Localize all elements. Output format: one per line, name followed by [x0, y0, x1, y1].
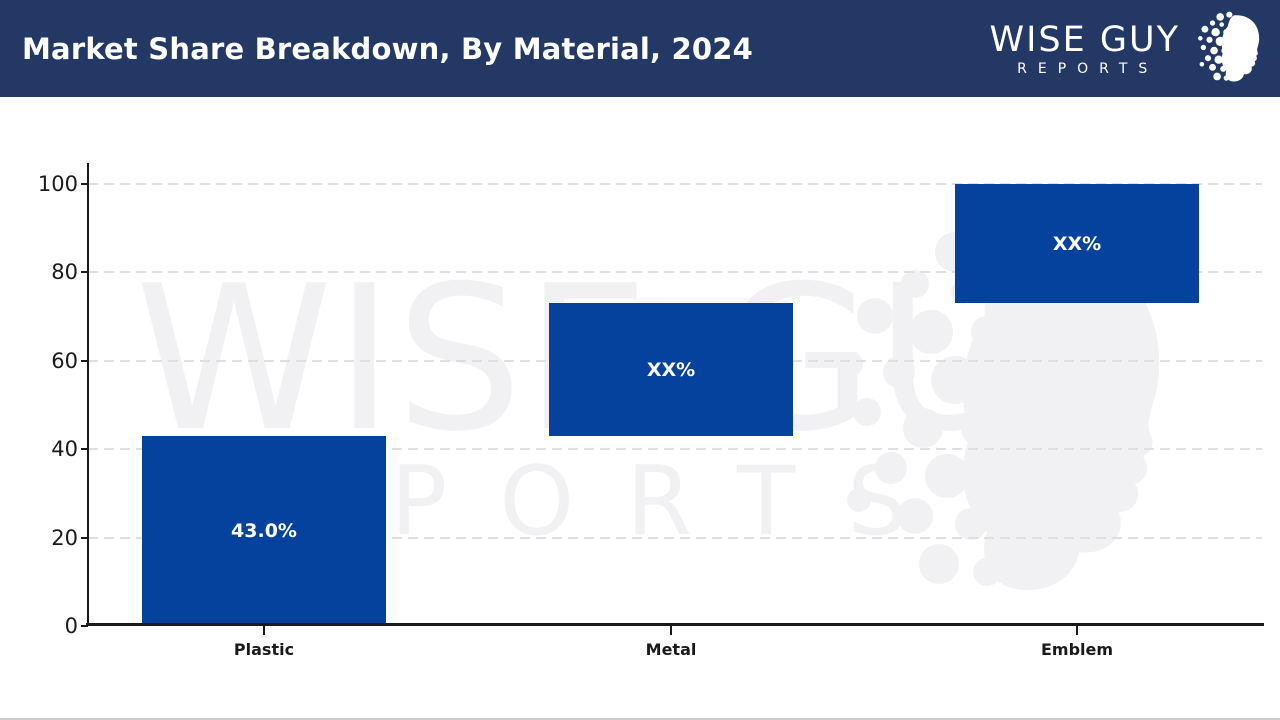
header-bar: Market Share Breakdown, By Material, 202… [0, 0, 1280, 97]
gridline [88, 271, 1262, 274]
wise-guy-logo: WISE GUY REPORTS [989, 6, 1266, 92]
x-tick-label-emblem: Emblem [1040, 640, 1114, 659]
y-tick-mark [81, 271, 88, 274]
logo-wordmark-line1: WISE GUY [989, 19, 1180, 60]
bar-value-label: 43.0% [231, 519, 297, 542]
gridline [88, 448, 1262, 451]
y-tick-mark [81, 625, 88, 627]
bar-metal [549, 303, 793, 436]
y-tick-label: 20 [51, 525, 78, 550]
page-title: Market Share Breakdown, By Material, 202… [22, 31, 754, 66]
bar-value-label: XX% [646, 358, 696, 381]
y-axis-line [87, 163, 89, 626]
logo-wordmark: WISE GUY REPORTS [989, 19, 1180, 77]
gridline [88, 536, 1262, 539]
y-tick-label: 0 [64, 614, 78, 638]
bar-emblem [955, 184, 1199, 304]
y-tick-mark [81, 448, 88, 451]
bar-plastic [142, 435, 386, 626]
y-tick-mark [81, 536, 88, 539]
x-tick-mark [1076, 626, 1078, 635]
y-tick-label: 100 [37, 172, 78, 196]
x-axis-line [86, 623, 1264, 626]
logo-face-icon [1198, 11, 1260, 82]
y-tick-label: 40 [51, 437, 78, 462]
y-tick-label: 80 [51, 260, 78, 285]
logo-wordmark-line2: REPORTS [1017, 60, 1159, 77]
y-tick-label: 60 [51, 348, 78, 373]
x-tick-label-plastic: Plastic [233, 640, 295, 659]
bottom-border [0, 718, 1280, 720]
y-tick-mark [81, 183, 88, 185]
x-tick-label-metal: Metal [645, 640, 697, 659]
x-tick-mark [670, 626, 672, 635]
gridline [88, 183, 1262, 185]
bar-value-label: XX% [1052, 232, 1102, 255]
y-tick-mark [81, 359, 88, 362]
x-tick-mark [263, 626, 265, 635]
